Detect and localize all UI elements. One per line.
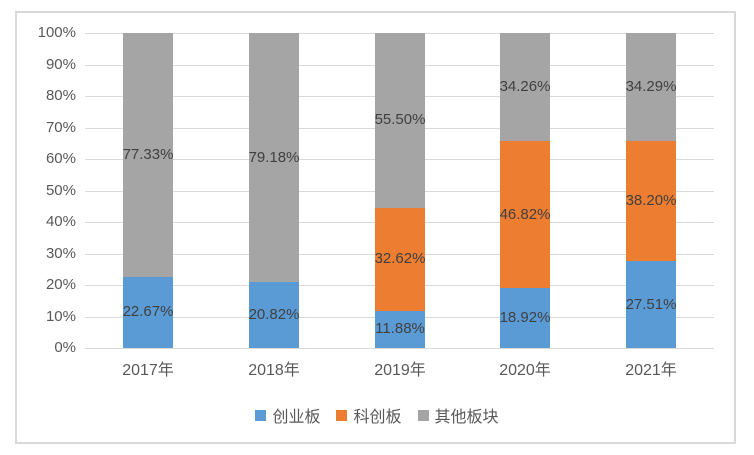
- bar-segment-创业板: [500, 288, 550, 348]
- bar-segment-科创板: [626, 141, 676, 262]
- data-label: 79.18%: [248, 149, 300, 166]
- y-tick-label: 70%: [45, 119, 76, 136]
- y-tick-label: 30%: [45, 245, 76, 262]
- bar-segment-科创板: [500, 140, 550, 289]
- y-tick-label: 20%: [45, 276, 76, 293]
- legend-item-其他板块: 其他板块: [417, 403, 499, 427]
- data-label: 34.26%: [499, 78, 551, 95]
- bar-segment-其他板块: [375, 33, 425, 208]
- bar-segment-创业板: [249, 282, 299, 348]
- data-label: 38.20%: [625, 192, 677, 209]
- data-label: 27.51%: [625, 296, 677, 313]
- y-tick-label: 100%: [37, 24, 76, 41]
- y-tick-label: 90%: [45, 56, 76, 73]
- y-tick-label: 40%: [45, 213, 76, 230]
- bar-segment-科创板: [375, 207, 425, 311]
- data-label: 20.82%: [248, 306, 300, 323]
- legend-marker-icon: [417, 409, 429, 421]
- legend-label: 其他板块: [434, 409, 499, 426]
- data-label: 11.88%: [375, 320, 425, 337]
- y-tick-label: 60%: [45, 150, 76, 167]
- legend-marker-icon: [336, 409, 348, 421]
- legend-label: 科创板: [353, 409, 402, 426]
- data-label: 77.33%: [122, 146, 174, 163]
- legend-marker-icon: [255, 409, 267, 421]
- gridline: [85, 348, 714, 349]
- x-tick-label: 2019年: [374, 362, 426, 379]
- x-tick-label: 2020年: [499, 362, 551, 379]
- bar-segment-其他板块: [249, 33, 299, 283]
- data-label: 34.29%: [625, 78, 677, 95]
- bar-segment-其他板块: [500, 33, 550, 141]
- bar-segment-其他板块: [123, 33, 173, 277]
- data-label: 32.62%: [374, 250, 426, 267]
- y-tick-label: 80%: [45, 87, 76, 104]
- data-label: 18.92%: [499, 309, 551, 326]
- bar-segment-创业板: [626, 261, 676, 348]
- legend-label: 创业板: [272, 409, 321, 426]
- y-tick-label: 50%: [45, 182, 76, 199]
- legend-item-科创板: 科创板: [336, 403, 402, 427]
- bar-segment-其他板块: [626, 33, 676, 141]
- legend-item-创业板: 创业板: [255, 403, 320, 427]
- y-tick-label: 10%: [45, 308, 76, 325]
- x-tick-label: 2017年: [122, 362, 174, 379]
- data-label: 55.50%: [374, 111, 426, 128]
- data-label: 46.82%: [499, 206, 551, 223]
- data-label: 22.67%: [122, 303, 174, 320]
- y-tick-label: 0%: [54, 339, 76, 356]
- bar-segment-创业板: [375, 310, 425, 348]
- bar-segment-创业板: [123, 276, 173, 348]
- x-tick-label: 2021年: [625, 362, 677, 379]
- x-tick-label: 2018年: [248, 362, 300, 379]
- legend: 创业板 科创板 其他板块: [0, 403, 754, 427]
